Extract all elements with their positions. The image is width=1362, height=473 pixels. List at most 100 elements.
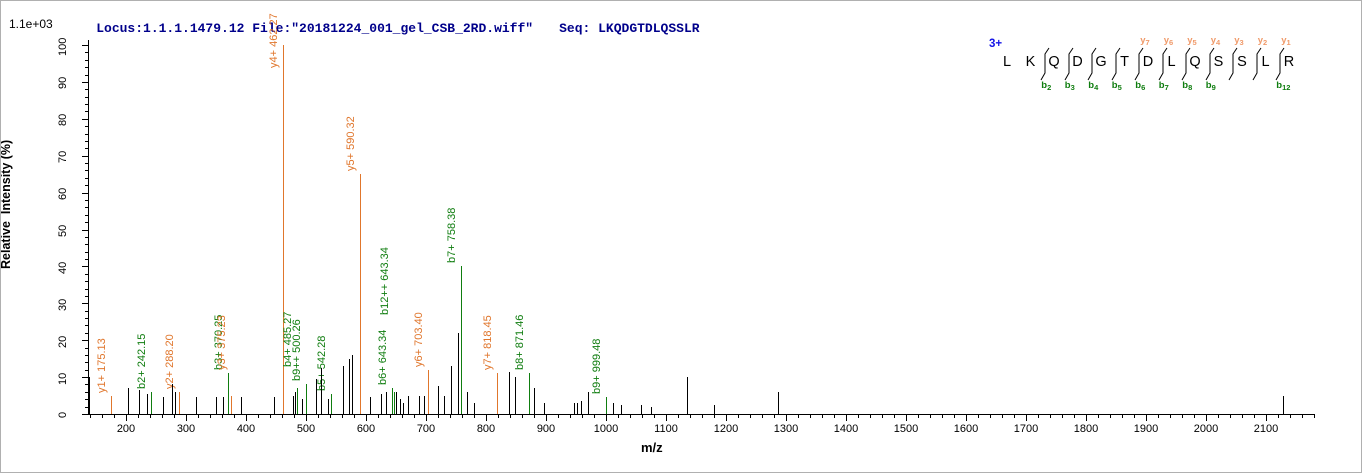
x-tick xyxy=(1098,415,1099,418)
x-tick xyxy=(1218,415,1219,418)
peak xyxy=(370,397,372,414)
x-tick xyxy=(1110,415,1111,418)
x-tick xyxy=(294,415,295,418)
peak xyxy=(163,397,165,414)
fragment-separator xyxy=(1086,47,1098,86)
y-tick xyxy=(85,325,88,327)
residue-letter: L xyxy=(1261,54,1270,70)
x-tick xyxy=(870,415,871,418)
x-tick xyxy=(1002,415,1003,418)
peak xyxy=(651,406,652,414)
y-tick xyxy=(82,377,88,379)
residue-letter: L xyxy=(1167,54,1176,70)
x-tick-label: 2100 xyxy=(1253,423,1279,435)
peak xyxy=(424,395,426,414)
x-tick xyxy=(306,415,307,421)
y-ion-fragment-label: y2 xyxy=(1257,35,1268,47)
y-tick xyxy=(82,81,88,83)
header-line: Locus:1.1.1.1479.12 File:"20181224_001_g… xyxy=(65,6,699,51)
y-tick xyxy=(85,89,88,91)
x-tick xyxy=(234,415,235,418)
y-tick xyxy=(85,59,88,61)
b-ion-fragment-label: b4 xyxy=(1088,80,1099,92)
x-tick xyxy=(1206,415,1207,421)
peak xyxy=(196,397,198,414)
x-tick xyxy=(846,415,847,421)
y-tick xyxy=(85,199,88,201)
b-ion-fragment-label: b5 xyxy=(1111,80,1122,92)
peak-label: b7+ 758.38 xyxy=(446,208,459,264)
y-tick-label: 30 xyxy=(57,298,69,311)
x-tick xyxy=(882,415,883,418)
peak xyxy=(399,399,401,414)
b-ion-fragment-label: b9 xyxy=(1205,80,1216,92)
x-tick xyxy=(774,415,775,418)
x-tick xyxy=(1242,415,1243,418)
peak xyxy=(147,393,148,414)
peak xyxy=(457,332,459,414)
peak xyxy=(316,378,318,414)
y-tick xyxy=(85,148,88,150)
y-tick xyxy=(85,140,88,142)
peak-label: y5+ 590.32 xyxy=(345,116,358,172)
x-tick-label: 1000 xyxy=(593,423,619,435)
y-tick xyxy=(82,118,88,120)
x-tick xyxy=(738,415,739,418)
residue-letter: D xyxy=(1142,54,1154,70)
peak xyxy=(687,377,688,414)
x-tick xyxy=(126,415,127,421)
y-tick xyxy=(85,207,88,209)
y-tick xyxy=(85,310,88,312)
y-tick xyxy=(85,332,88,334)
x-tick xyxy=(678,415,679,418)
x-tick xyxy=(594,415,595,418)
x-tick xyxy=(582,415,583,418)
peak xyxy=(348,358,350,414)
x-tick xyxy=(798,415,799,418)
y-tick xyxy=(85,126,88,128)
peak xyxy=(351,354,353,414)
y-axis-title: Relative Intensity (%) xyxy=(0,139,13,269)
x-tick xyxy=(150,415,151,418)
x-tick xyxy=(966,415,967,421)
residue-letter: K xyxy=(1025,54,1036,70)
x-tick xyxy=(270,415,271,418)
x-tick xyxy=(498,415,499,418)
x-tick xyxy=(810,415,811,418)
x-tick-label: 400 xyxy=(236,423,256,435)
y-tick xyxy=(85,369,88,371)
x-tick-label: 200 xyxy=(116,423,136,435)
peak-label: b2+ 242.15 xyxy=(136,333,149,389)
fragment-separator xyxy=(1110,47,1122,86)
x-tick xyxy=(666,415,667,421)
y-tick-label: 50 xyxy=(57,224,69,237)
y-tick xyxy=(85,170,88,172)
y-ion-peak xyxy=(283,45,285,414)
y-ion-fragment-label: y1 xyxy=(1281,35,1291,47)
x-tick xyxy=(906,415,907,421)
fragment-separator xyxy=(1227,47,1239,86)
intensity-scale-label: 1.1e+03 xyxy=(9,17,53,31)
y-tick-label: 90 xyxy=(57,77,69,90)
x-axis-title: m/z xyxy=(641,440,663,455)
y-tick xyxy=(85,362,88,364)
x-tick xyxy=(330,415,331,418)
y-tick xyxy=(85,259,88,261)
peak xyxy=(534,388,535,414)
x-tick xyxy=(702,415,703,418)
fragment-separator xyxy=(1133,47,1145,86)
peak xyxy=(139,390,141,414)
x-tick xyxy=(486,415,487,421)
x-tick xyxy=(606,415,607,421)
y-tick xyxy=(85,96,88,98)
y-tick xyxy=(85,74,88,76)
y-tick xyxy=(82,414,88,415)
x-tick xyxy=(1230,415,1231,418)
peak xyxy=(508,371,510,414)
x-tick xyxy=(762,415,763,418)
peak xyxy=(450,366,452,414)
y-tick-label: 20 xyxy=(57,335,69,348)
x-axis xyxy=(88,414,1315,415)
y-tick xyxy=(85,281,88,283)
x-tick-label: 600 xyxy=(356,423,376,435)
